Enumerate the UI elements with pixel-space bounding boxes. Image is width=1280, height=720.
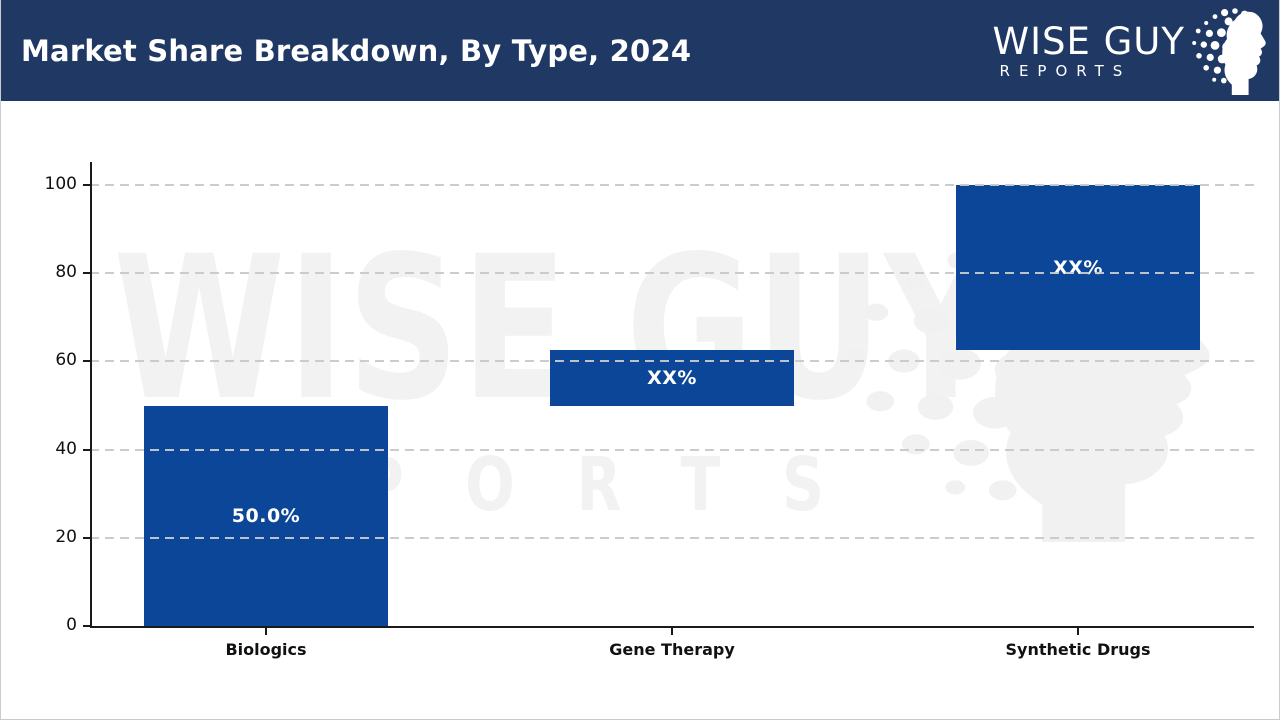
y-axis-tick-label: 60 (55, 350, 77, 371)
gridline (90, 536, 1254, 539)
x-axis-category-label: Synthetic Drugs (1005, 640, 1151, 659)
bar-value-label: 50.0% (231, 504, 301, 527)
x-axis-tick (1077, 628, 1079, 635)
y-axis-tick-label: 40 (55, 438, 77, 459)
bar-value-label: XX% (1053, 256, 1103, 279)
gridline (90, 448, 1254, 451)
gridline (90, 272, 1254, 275)
y-axis-tick (83, 625, 90, 627)
gridline (90, 184, 1254, 186)
logo-text: WISE GUY REPORTS (993, 23, 1185, 79)
waterfall-bar-0: 50.0% (144, 405, 388, 626)
wiseguy-face-icon (1192, 7, 1266, 95)
y-axis-tick (83, 448, 90, 451)
logo-subtext: REPORTS (999, 61, 1132, 80)
page-title: Market Share Breakdown, By Type, 2024 (21, 33, 692, 68)
y-axis-tick-label: 20 (55, 526, 77, 547)
y-axis-tick (83, 360, 90, 363)
y-axis-tick-label: 0 (66, 615, 77, 635)
y-axis-tick-label: 80 (55, 262, 77, 283)
x-axis-tick (671, 628, 673, 635)
gridline (90, 360, 1254, 363)
y-axis-tick-label: 100 (44, 174, 77, 194)
header-bar: Market Share Breakdown, By Type, 2024 WI… (1, 0, 1279, 101)
x-axis-tick (265, 628, 267, 635)
bar-value-label: XX% (647, 366, 697, 389)
y-axis-tick (83, 536, 90, 539)
y-axis-tick (83, 184, 90, 186)
waterfall-bar-2: XX% (956, 185, 1200, 351)
x-axis-line (90, 626, 1254, 628)
logo-wordmark: WISE GUY (992, 19, 1185, 63)
x-axis-category-label: Biologics (225, 640, 307, 659)
y-axis-line (90, 162, 92, 628)
y-axis-tick (83, 272, 90, 275)
x-axis-category-label: Gene Therapy (609, 640, 735, 659)
waterfall-bar-1: XX% (550, 350, 794, 406)
wiseguy-logo: WISE GUY REPORTS (993, 7, 1267, 95)
